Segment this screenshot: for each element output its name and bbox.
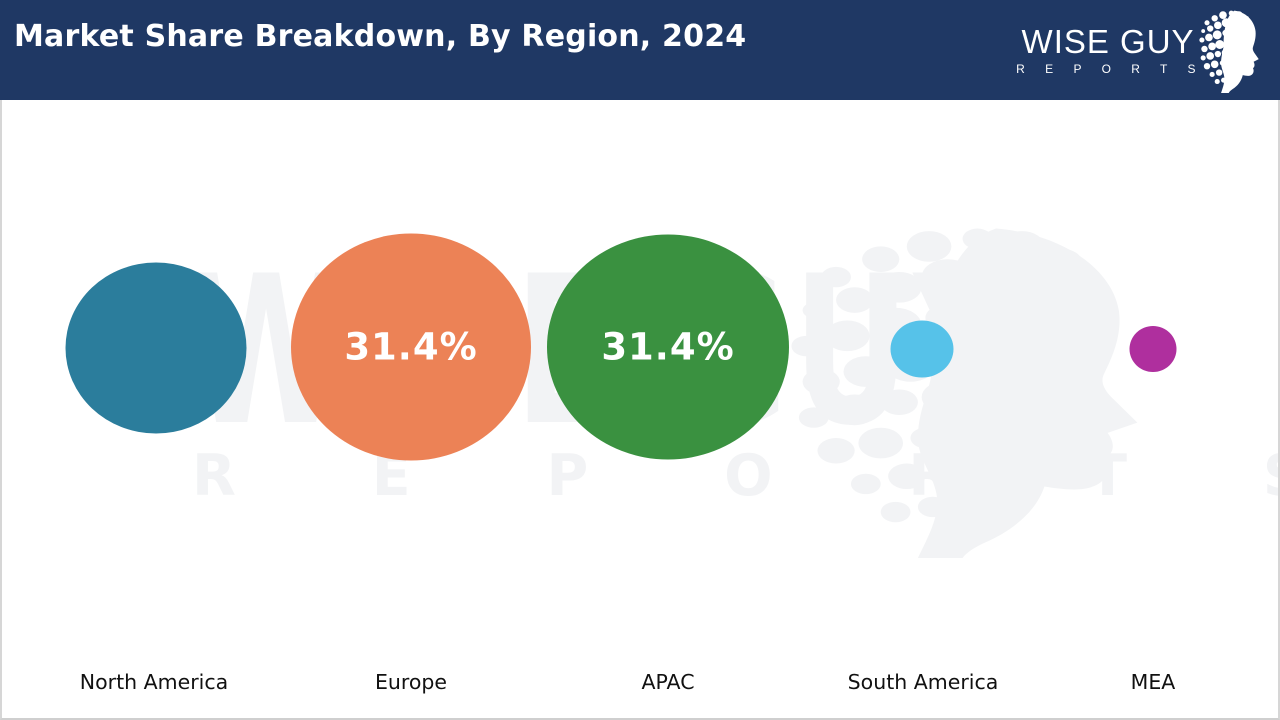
- logo-name: WISE GUY: [1021, 22, 1195, 60]
- region-label-mea: MEA: [1130, 670, 1176, 694]
- bubble-south-america: [890, 320, 954, 378]
- wise-guy-logo: WISE GUY R E P O R T S: [1012, 8, 1262, 93]
- header: Market Share Breakdown, By Region, 2024 …: [0, 0, 1280, 100]
- logo-tagline: R E P O R T S: [1016, 61, 1204, 76]
- bubble-chart: WISE GUY R E P O R T S 31.4% 31.4% North…: [0, 100, 1280, 720]
- region-label-europe: Europe: [374, 670, 448, 694]
- region-label-south-america: South America: [847, 670, 999, 694]
- bubble-mea: [1129, 326, 1177, 372]
- region-label-apac: APAC: [641, 670, 695, 694]
- bubble-apac: 31.4%: [547, 234, 789, 460]
- watermark-head-icon: [791, 228, 1138, 558]
- logo-head-icon: [1199, 10, 1259, 93]
- region-label-north-america: North America: [79, 670, 229, 694]
- bubble-north-america: [65, 262, 247, 434]
- page-title: Market Share Breakdown, By Region, 2024: [14, 18, 747, 54]
- logo-text: WISE GUY R E P O R T S: [1012, 25, 1204, 76]
- value-label: 31.4%: [344, 325, 478, 369]
- value-label: 31.4%: [601, 325, 735, 369]
- bubble-europe: 31.4%: [291, 233, 531, 461]
